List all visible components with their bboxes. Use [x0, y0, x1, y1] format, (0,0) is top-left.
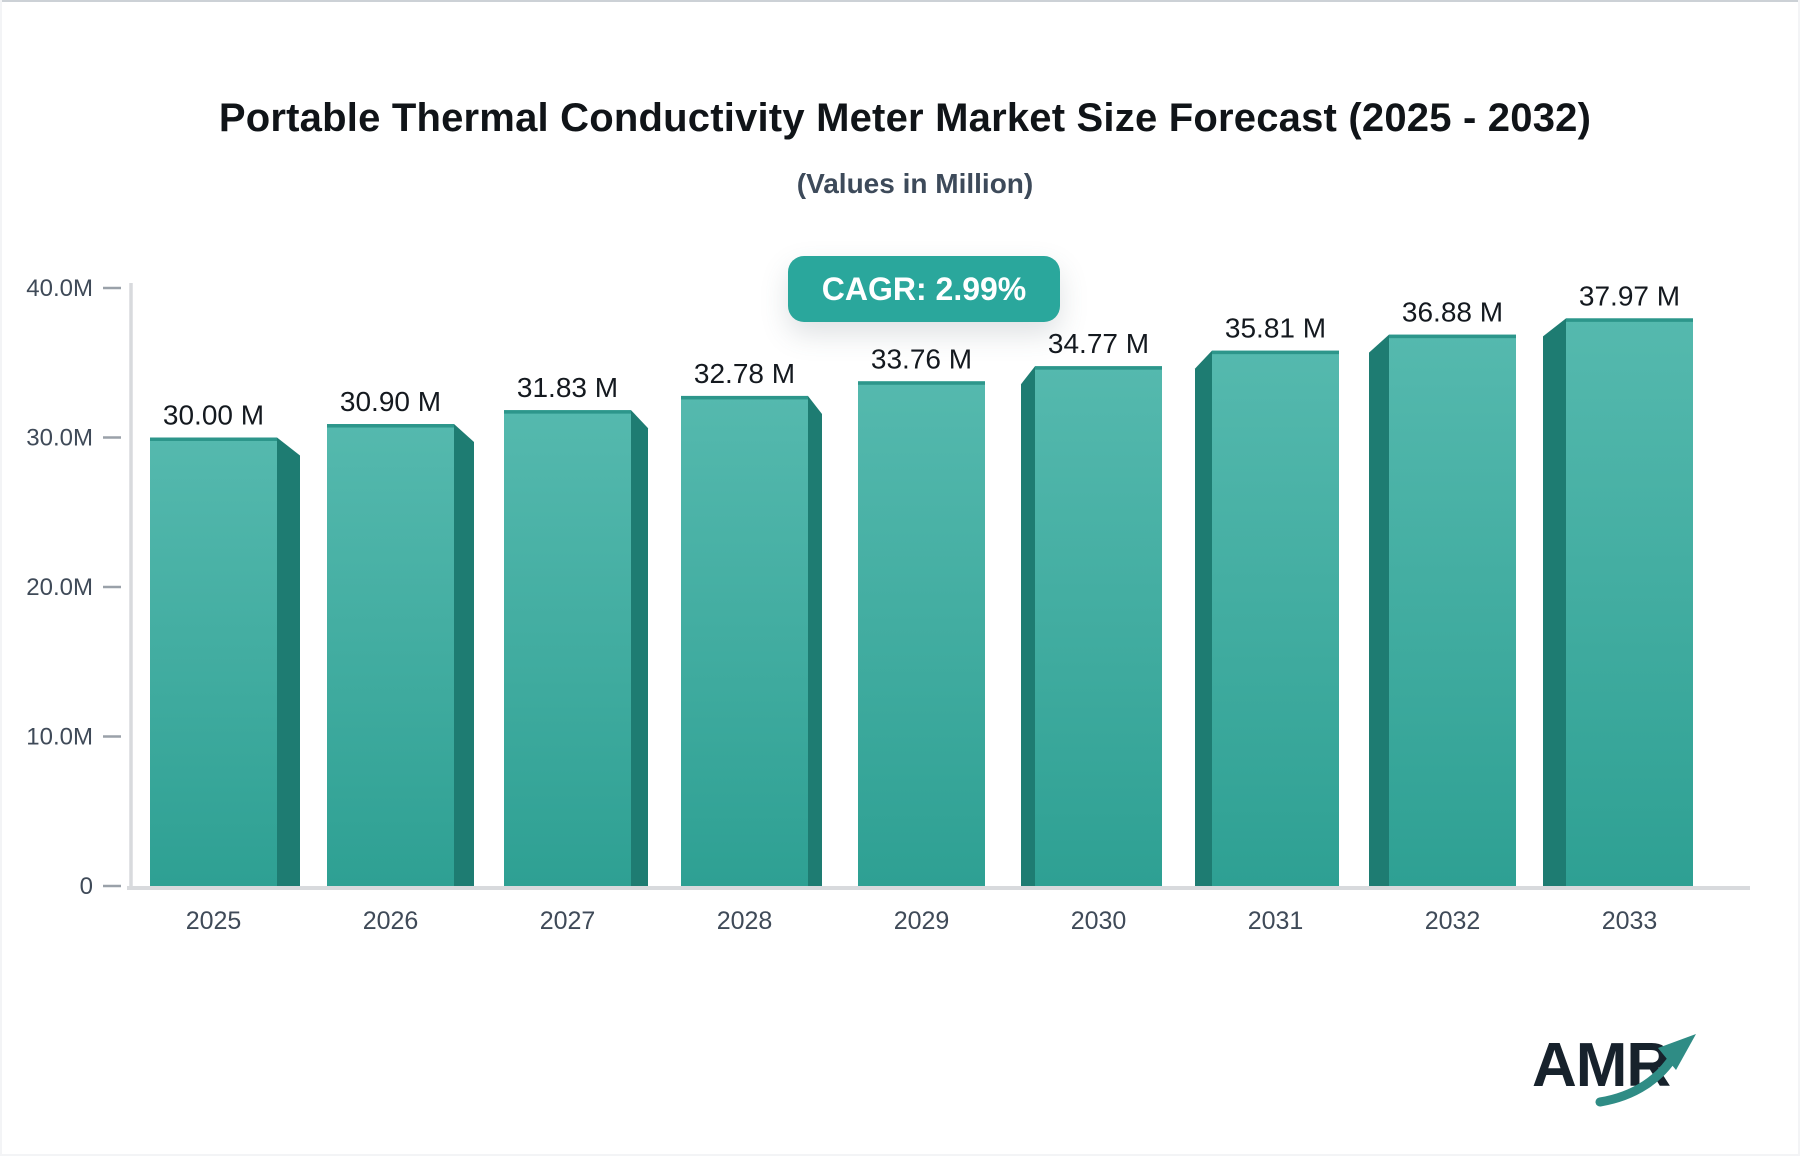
bar-value-label-2029: 33.76 M [871, 343, 972, 374]
bar-side-2032 [1369, 334, 1389, 886]
bar-face-2031 [1212, 350, 1339, 886]
bar-top-edge-2026 [327, 424, 454, 428]
y-tick-label: 0 [80, 873, 93, 900]
x-tick-label-2028: 2028 [717, 907, 773, 935]
bar-value-label-2030: 34.77 M [1048, 328, 1149, 359]
bar-value-label-2032: 36.88 M [1402, 297, 1503, 328]
bar-face-2025 [150, 437, 277, 886]
bar-face-2027 [504, 410, 631, 886]
x-tick-label-2032: 2032 [1425, 907, 1481, 935]
x-tick-label-2026: 2026 [363, 907, 419, 935]
bar-value-label-2026: 30.90 M [340, 386, 441, 417]
page-bottom-border [0, 1154, 1800, 1156]
y-tick-label: 40.0M [26, 275, 93, 302]
bar-top-edge-2028 [681, 395, 808, 400]
bar-side-2030 [1021, 366, 1035, 887]
bar-face-2033 [1566, 318, 1693, 886]
amr-logo: AMR [1528, 1026, 1728, 1116]
x-tick-label-2029: 2029 [894, 907, 950, 935]
chart-title: Portable Thermal Conductivity Meter Mark… [218, 96, 1592, 140]
bar-value-label-2028: 32.78 M [694, 358, 795, 389]
page-left-border [0, 0, 2, 1156]
bar-face-2030 [1035, 366, 1162, 887]
cagr-badge-label: CAGR: 2.99% [821, 270, 1027, 307]
bar-top-edge-2027 [504, 410, 631, 414]
bar-side-2033 [1543, 318, 1566, 886]
cagr-badge: CAGR: 2.99% [788, 256, 1060, 322]
bar-top-edge-2025 [150, 437, 277, 441]
bar-side-2031 [1195, 350, 1212, 886]
bar-value-label-2031: 35.81 M [1225, 313, 1326, 344]
bar-face-2026 [327, 424, 454, 886]
logo-growth-arrow-icon [1595, 1034, 1696, 1107]
bar-top-edge-2031 [1212, 350, 1339, 355]
x-tick-label-2031: 2031 [1248, 907, 1304, 935]
bar-top-edge-2030 [1035, 366, 1162, 370]
bar-side-2028 [808, 395, 822, 886]
y-tick-label: 10.0M [26, 724, 93, 751]
x-tick-label-2033: 2033 [1602, 907, 1658, 935]
chart-subtitle: (Values in Million) [796, 168, 1034, 199]
bar-value-label-2025: 30.00 M [163, 400, 264, 431]
y-tick-label: 30.0M [26, 425, 93, 452]
bar-top-edge-2029 [858, 381, 985, 385]
page-top-border [0, 0, 1800, 2]
x-tick-label-2025: 2025 [186, 907, 242, 935]
bar-top-edge-2032 [1389, 334, 1516, 339]
bar-side-2025 [277, 437, 300, 886]
bar-value-label-2027: 31.83 M [517, 372, 618, 403]
bar-face-2032 [1389, 334, 1516, 886]
bar-face-2029 [858, 381, 985, 886]
bar-value-label-2033: 37.97 M [1579, 280, 1680, 311]
bar-top-edge-2033 [1566, 318, 1693, 322]
page-right-border [1798, 0, 1800, 1156]
x-tick-label-2030: 2030 [1071, 907, 1127, 935]
y-tick-label: 20.0M [26, 574, 93, 601]
bar-side-2026 [454, 424, 474, 886]
bar-face-2028 [681, 395, 808, 886]
bar-side-2027 [631, 410, 648, 886]
x-tick-label-2027: 2027 [540, 907, 596, 935]
